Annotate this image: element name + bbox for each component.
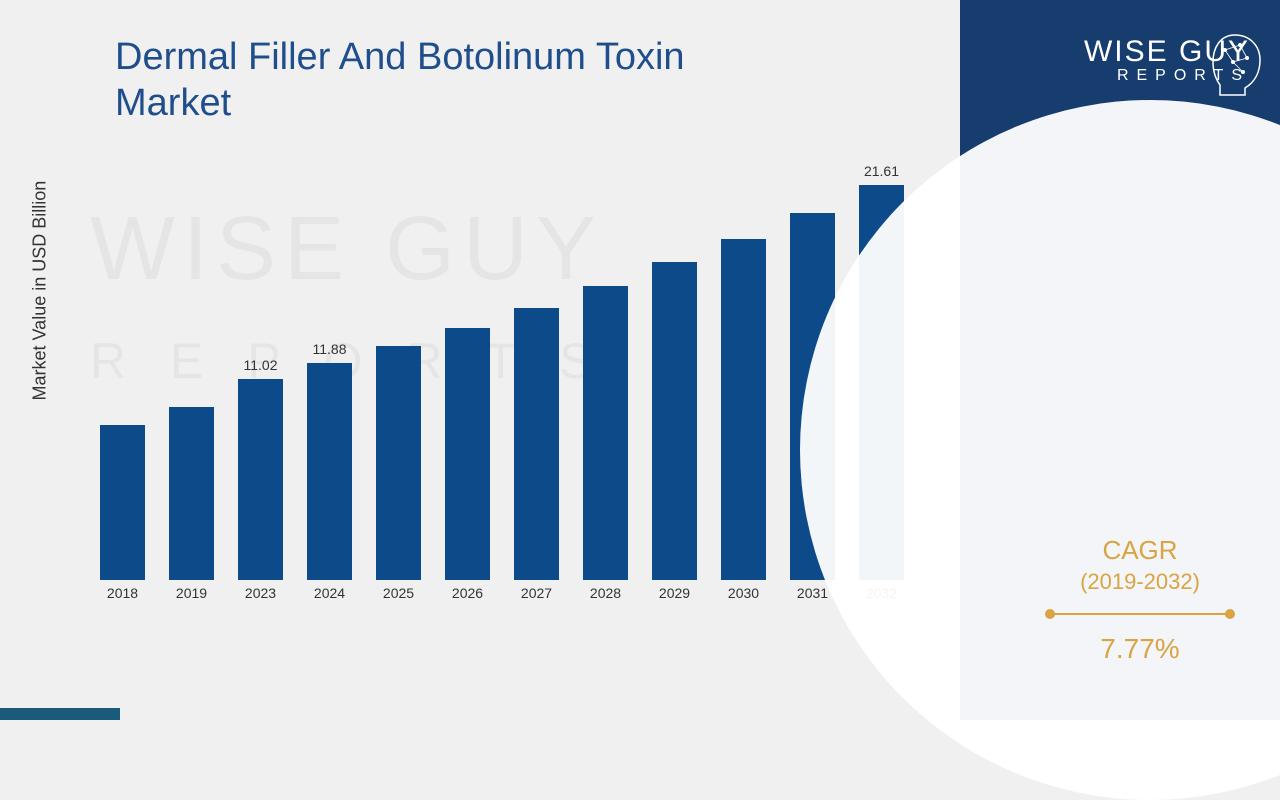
cagr-period: (2019-2032) <box>1050 569 1230 595</box>
bar-group <box>721 239 766 580</box>
bar-group <box>583 286 628 580</box>
x-tick-label: 2026 <box>445 585 490 601</box>
cagr-divider <box>1050 613 1230 615</box>
x-tick-label: 2023 <box>238 585 283 601</box>
x-tick-label: 2030 <box>721 585 766 601</box>
bar <box>445 328 490 580</box>
bar-group: 11.02 <box>238 379 283 580</box>
bar <box>307 363 352 580</box>
bar <box>583 286 628 580</box>
bar-value-label: 21.61 <box>864 163 899 179</box>
bottom-accent-stripe <box>0 708 120 720</box>
bar-value-label: 11.02 <box>244 357 278 373</box>
bar <box>721 239 766 580</box>
bar <box>238 379 283 580</box>
bar-group: 11.88 <box>307 363 352 580</box>
logo-main-text: WISE GUY <box>1084 35 1250 69</box>
bar-chart: 11.02 11.88 21.61 <box>90 160 910 580</box>
bar <box>169 407 214 580</box>
cagr-box: CAGR (2019-2032) 7.77% <box>1050 535 1230 665</box>
x-tick-label: 2024 <box>307 585 352 601</box>
bar <box>100 425 145 580</box>
logo-sub-text: REPORTS <box>1084 67 1250 85</box>
y-axis-label: Market Value in USD Billion <box>30 181 51 401</box>
bar-group <box>169 407 214 580</box>
bar-group <box>376 346 421 580</box>
right-panel: WISE GUY REPORTS CAGR (2019-2032) 7.77% <box>960 0 1280 720</box>
x-tick-label: 2027 <box>514 585 559 601</box>
logo: WISE GUY REPORTS <box>1084 35 1250 85</box>
cagr-label: CAGR <box>1050 535 1230 566</box>
bar-group <box>652 262 697 580</box>
chart-title: Dermal Filler And Botolinum Toxin Market <box>115 35 755 126</box>
bars-container: 11.02 11.88 21.61 <box>90 160 910 580</box>
bar-group <box>100 425 145 580</box>
bar <box>376 346 421 580</box>
x-tick-label: 2028 <box>583 585 628 601</box>
x-axis-labels: 2018 2019 2023 2024 2025 2026 2027 2028 2029 2030… <box>100 585 904 601</box>
bar-group <box>514 308 559 580</box>
bar <box>514 308 559 580</box>
cagr-value: 7.77% <box>1050 633 1230 665</box>
x-tick-label: 2019 <box>169 585 214 601</box>
bar-value-label: 11.88 <box>313 341 347 357</box>
bar <box>652 262 697 580</box>
x-tick-label: 2029 <box>652 585 697 601</box>
bar-group <box>445 328 490 580</box>
x-tick-label: 2018 <box>100 585 145 601</box>
x-tick-label: 2025 <box>376 585 421 601</box>
